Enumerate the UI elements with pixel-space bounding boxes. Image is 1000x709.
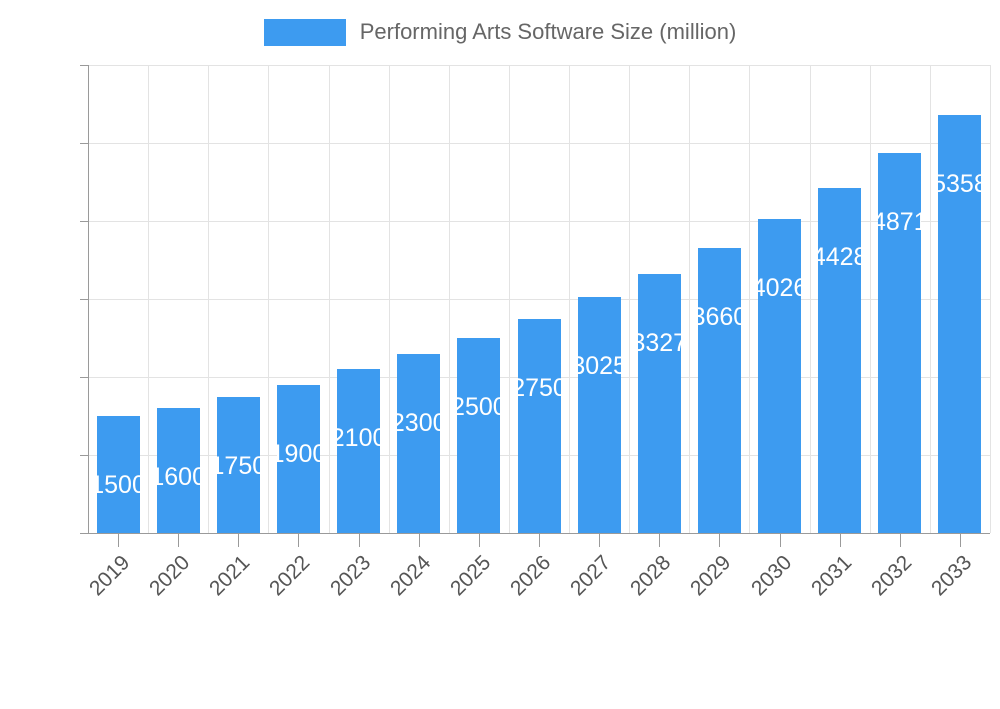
gridline-vertical (329, 65, 330, 533)
bar[interactable]: 1600 (156, 408, 200, 533)
bar-value-label: 5358 (938, 170, 982, 199)
gridline-horizontal (88, 221, 990, 222)
x-tick-mark (298, 534, 299, 547)
gridline-vertical (689, 65, 690, 533)
bar-value-label: 1600 (156, 463, 200, 492)
x-tick-mark (238, 534, 239, 547)
gridline-vertical (509, 65, 510, 533)
gridline-vertical (629, 65, 630, 533)
chart-legend: Performing Arts Software Size (million) (0, 14, 1000, 50)
x-tick-mark (178, 534, 179, 547)
gridline-vertical (749, 65, 750, 533)
bar-value-label: 2500 (457, 393, 501, 421)
gridline-vertical (870, 65, 871, 533)
x-tick-mark (419, 534, 420, 547)
gridline-vertical (268, 65, 269, 533)
gridline-vertical (389, 65, 390, 533)
x-tick-mark (659, 534, 660, 547)
gridline-vertical (148, 65, 149, 533)
bar-value-label: 4871 (878, 208, 922, 237)
gridline-horizontal (88, 65, 990, 66)
y-tick-mark (80, 143, 88, 144)
y-tick-mark (80, 377, 88, 378)
bar-value-label: 1900 (276, 439, 320, 468)
x-tick-mark (719, 534, 720, 547)
x-tick-mark (840, 534, 841, 547)
bar[interactable]: 4026 (758, 218, 802, 533)
y-tick-mark (80, 455, 88, 456)
gridline-horizontal (88, 299, 990, 300)
x-tick-mark (780, 534, 781, 547)
bar[interactable]: 2300 (397, 353, 441, 533)
bar[interactable]: 2100 (337, 369, 381, 533)
bar-value-label: 4026 (758, 273, 802, 302)
bar-value-label: 2100 (337, 424, 381, 453)
bar-chart: Performing Arts Software Size (million) … (0, 14, 1000, 601)
bar[interactable]: 2500 (457, 338, 501, 533)
gridline-vertical (569, 65, 570, 533)
y-tick-mark (80, 299, 88, 300)
gridline-horizontal (88, 143, 990, 144)
x-tick-mark (900, 534, 901, 547)
bar[interactable]: 1750 (216, 396, 260, 533)
legend-label: Performing Arts Software Size (million) (359, 19, 737, 44)
gridline-vertical (810, 65, 811, 533)
gridline-vertical (990, 65, 991, 533)
x-tick-mark (118, 534, 119, 547)
bar-value-label: 2300 (397, 408, 441, 437)
x-tick-mark (359, 534, 360, 547)
gridline-vertical (449, 65, 450, 533)
bar[interactable]: 3327 (637, 273, 681, 533)
y-axis-line (88, 65, 89, 534)
bar-value-label: 1750 (216, 451, 260, 480)
bar-value-label: 4428 (818, 242, 862, 271)
bar-value-label: 1500 (96, 471, 140, 499)
legend-color-swatch (263, 18, 346, 46)
bar[interactable]: 4428 (818, 187, 862, 533)
bar[interactable]: 1500 (96, 416, 140, 533)
y-tick-mark (80, 533, 88, 534)
bar-value-label: 3660 (697, 302, 741, 331)
x-tick-mark (960, 534, 961, 547)
x-tick-mark (539, 534, 540, 547)
bar[interactable]: 5358 (938, 115, 982, 533)
bar-value-label: 3327 (637, 328, 681, 357)
bar[interactable]: 4871 (878, 153, 922, 533)
bar[interactable]: 3025 (577, 297, 621, 533)
y-tick-mark (80, 221, 88, 222)
gridline-vertical (930, 65, 931, 533)
plot-area: 1500 1600 1750 1900 2100 2300 2500 2750 3025 3327… (88, 65, 991, 534)
x-tick-mark (479, 534, 480, 547)
bar[interactable]: 3660 (697, 247, 741, 533)
gridline-vertical (208, 65, 209, 533)
x-axis-line (88, 533, 990, 534)
bar[interactable]: 2750 (517, 318, 561, 533)
x-tick-mark (599, 534, 600, 547)
bar-value-label: 3025 (577, 352, 621, 381)
y-tick-mark (80, 65, 88, 66)
bar-value-label: 2750 (517, 373, 561, 402)
bar[interactable]: 1900 (276, 384, 320, 533)
